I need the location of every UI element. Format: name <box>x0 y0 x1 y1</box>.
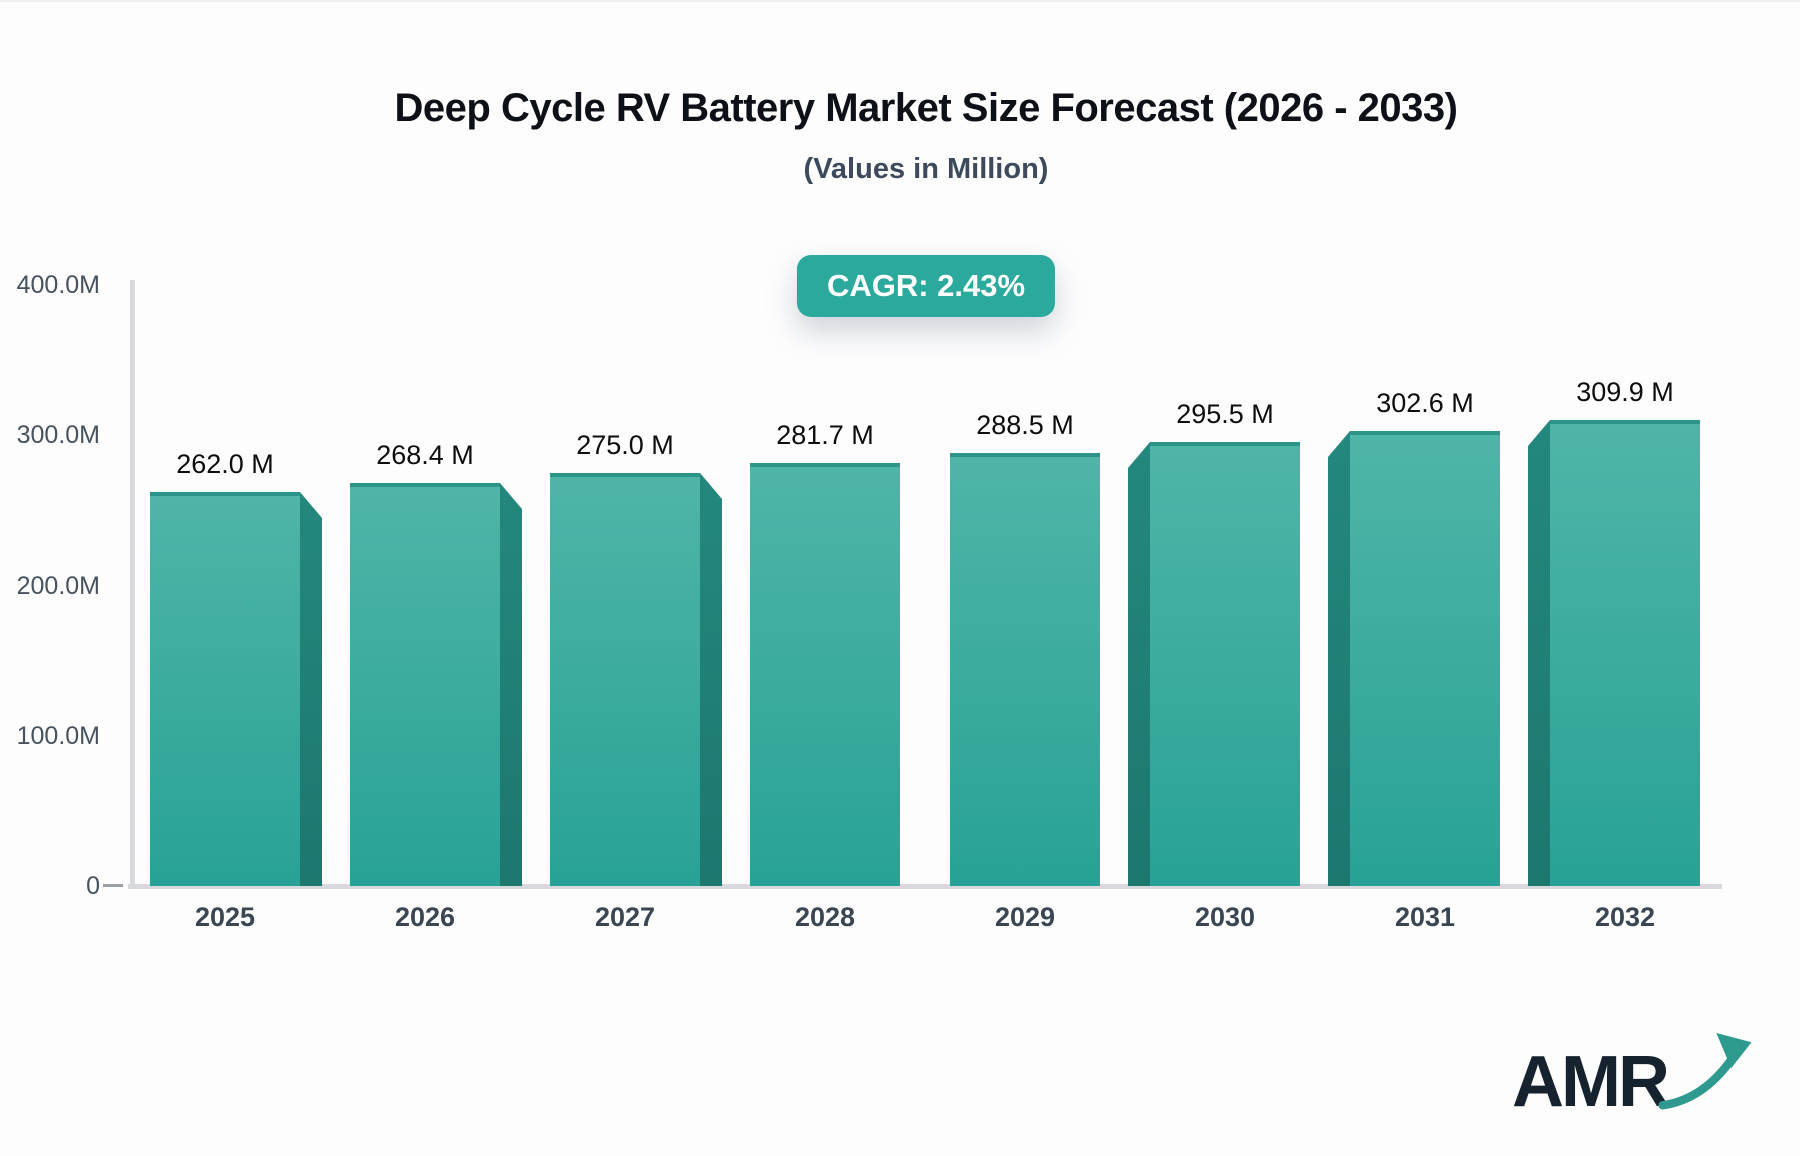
y-axis-line <box>130 280 135 889</box>
bar-value-label-2028: 281.7 M <box>776 420 874 450</box>
bar-2025[interactable] <box>150 492 300 886</box>
bar-value-label-2032: 309.9 M <box>1576 377 1674 407</box>
bar-side-2030 <box>1128 442 1150 886</box>
x-axis-label-2025: 2025 <box>194 902 256 932</box>
chart-subtitle: (Values in Million) <box>803 153 1049 185</box>
y-axis-label-200.0M: 200.0M <box>16 571 100 600</box>
bar-2028[interactable] <box>750 463 900 886</box>
bar-side-2025 <box>300 492 322 886</box>
bar-value-label-2026: 268.4 M <box>376 440 474 470</box>
chart-title: Deep Cycle RV Battery Market Size Foreca… <box>394 86 1458 130</box>
top-border <box>0 0 1800 2</box>
bar-2032[interactable] <box>1550 420 1700 886</box>
y-axis-label-300.0M: 300.0M <box>16 421 100 450</box>
bar-2027[interactable] <box>550 473 700 886</box>
x-axis-label-2028: 2028 <box>794 902 856 932</box>
bar-2026[interactable] <box>350 483 500 886</box>
x-axis-label-2032: 2032 <box>1594 902 1656 932</box>
y-axis-label-100.0M: 100.0M <box>16 721 100 750</box>
bar-value-label-2031: 302.6 M <box>1376 388 1474 418</box>
amr-logo-text: AMR <box>1512 1042 1670 1122</box>
bar-value-label-2025: 262.0 M <box>176 449 274 479</box>
bar-value-label-2027: 275.0 M <box>576 430 674 460</box>
bar-value-label-2029: 288.5 M <box>976 410 1074 440</box>
x-axis-label-2031: 2031 <box>1394 902 1456 932</box>
bar-side-2031 <box>1328 431 1350 886</box>
growth-arrow-icon <box>1658 1032 1752 1110</box>
cagr-badge: CAGR: 2.43% <box>796 255 1056 317</box>
bar-value-label-2030: 295.5 M <box>1176 399 1274 429</box>
bar-side-2026 <box>500 483 522 886</box>
bar-2029[interactable] <box>950 453 1100 886</box>
bar-2030[interactable] <box>1150 442 1300 886</box>
x-axis-line <box>128 884 1722 889</box>
y-axis-label-400.0M: 400.0M <box>16 271 100 299</box>
x-axis-label-2030: 2030 <box>1194 902 1256 932</box>
bar-side-2027 <box>700 473 722 886</box>
y-axis-label-0: 0 <box>86 872 100 900</box>
amr-logo: AMR <box>1512 1028 1759 1120</box>
x-axis-label-2029: 2029 <box>994 902 1056 932</box>
bar-side-2032 <box>1528 420 1550 886</box>
chart-header: Deep Cycle RV Battery Market Size Foreca… <box>130 86 1722 186</box>
zero-tick-mark <box>103 884 123 887</box>
x-axis-label-2027: 2027 <box>594 902 656 932</box>
x-axis-label-2026: 2026 <box>394 902 456 932</box>
bar-2031[interactable] <box>1350 431 1500 886</box>
